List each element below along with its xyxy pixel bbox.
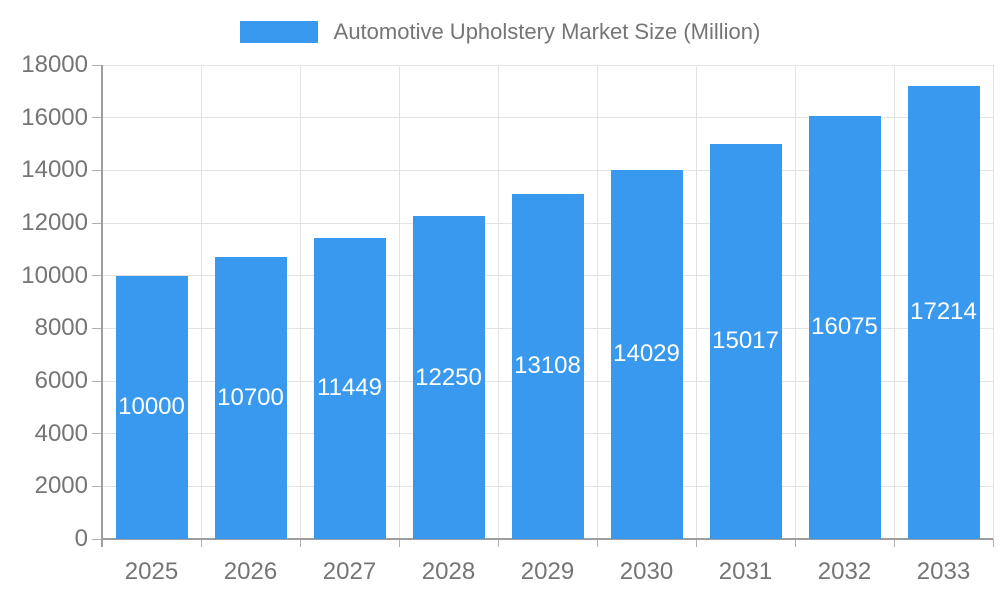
y-axis-label: 8000 [34, 314, 88, 342]
gridline-v [497, 65, 499, 539]
gridline-v [992, 65, 994, 539]
y-axis-label: 18000 [21, 51, 88, 78]
bar[interactable]: 14029 [610, 169, 683, 539]
y-axis-tick [92, 169, 102, 171]
x-axis-label: 2027 [322, 558, 377, 585]
y-axis-tick [92, 485, 102, 487]
gridline-v [398, 65, 400, 539]
bar[interactable]: 16075 [808, 115, 881, 539]
gridline-h [102, 64, 993, 66]
x-axis-tick [497, 539, 499, 547]
x-axis-label: 2031 [718, 558, 773, 585]
y-axis-label: 16000 [21, 103, 88, 131]
y-axis-label: 0 [74, 525, 88, 552]
bar[interactable]: 11449 [313, 237, 386, 539]
bar-value-label: 14029 [613, 340, 680, 368]
bar-value-label: 11449 [317, 374, 382, 402]
y-axis-tick [92, 64, 102, 66]
legend-label: Automotive Upholstery Market Size (Milli… [333, 19, 761, 44]
x-axis-label: 2029 [520, 558, 575, 585]
x-axis-tick [893, 539, 895, 547]
x-axis-label: 2030 [619, 558, 674, 585]
y-axis-label: 4000 [34, 419, 88, 447]
x-axis-tick [101, 539, 103, 547]
gridline-v [299, 65, 301, 539]
x-axis-label: 2033 [916, 558, 971, 585]
x-axis-label: 2028 [421, 558, 476, 585]
gridline-v [794, 65, 796, 539]
x-axis-tick [596, 539, 598, 547]
bar-value-label: 17214 [910, 298, 977, 326]
x-axis-label: 2025 [124, 558, 179, 585]
y-axis-label: 14000 [21, 156, 88, 184]
gridline-v [695, 65, 697, 539]
x-axis-tick [299, 539, 301, 547]
x-axis-tick [695, 539, 697, 547]
bar[interactable]: 10700 [214, 257, 287, 539]
y-axis-tick [92, 433, 102, 435]
y-axis-line [101, 65, 103, 547]
y-axis-tick [92, 275, 102, 277]
bar-value-label: 10000 [118, 393, 185, 421]
y-axis-tick [92, 222, 102, 224]
y-axis-label: 6000 [34, 367, 88, 394]
bar-value-label: 10700 [217, 384, 284, 412]
gridline-v [596, 65, 598, 539]
bar-value-label: 13108 [514, 352, 581, 380]
y-axis-label: 12000 [21, 209, 88, 236]
gridline-v [893, 65, 895, 539]
gridline-v [200, 65, 202, 539]
y-axis-tick [92, 380, 102, 382]
plot-area: 0 2000 4000 6000 8000 10000 12000 14000 16000 180… [21, 51, 994, 585]
x-axis-tick [794, 539, 796, 547]
x-axis-label: 2026 [223, 558, 278, 585]
y-axis-label: 10000 [21, 261, 88, 289]
y-axis-label: 2000 [34, 472, 88, 500]
legend-swatch [239, 21, 318, 43]
y-axis-tick [92, 117, 102, 119]
chart-legend[interactable]: Automotive Upholstery Market Size (Milli… [0, 16, 1000, 48]
bar-value-label: 16075 [811, 313, 878, 341]
x-axis-tick [398, 539, 400, 547]
x-axis-tick [200, 539, 202, 547]
y-axis-tick [92, 538, 102, 540]
bar[interactable]: 12250 [412, 216, 485, 539]
bar-value-label: 12250 [415, 363, 482, 391]
bar[interactable]: 10000 [115, 275, 188, 539]
bar[interactable]: 13108 [511, 193, 584, 539]
bar-value-label: 15017 [712, 327, 779, 355]
x-axis-tick [992, 539, 994, 547]
x-axis-label: 2032 [817, 558, 872, 585]
y-axis-tick [92, 327, 102, 329]
bar[interactable]: 17214 [907, 85, 980, 539]
bar[interactable]: 15017 [709, 143, 782, 539]
